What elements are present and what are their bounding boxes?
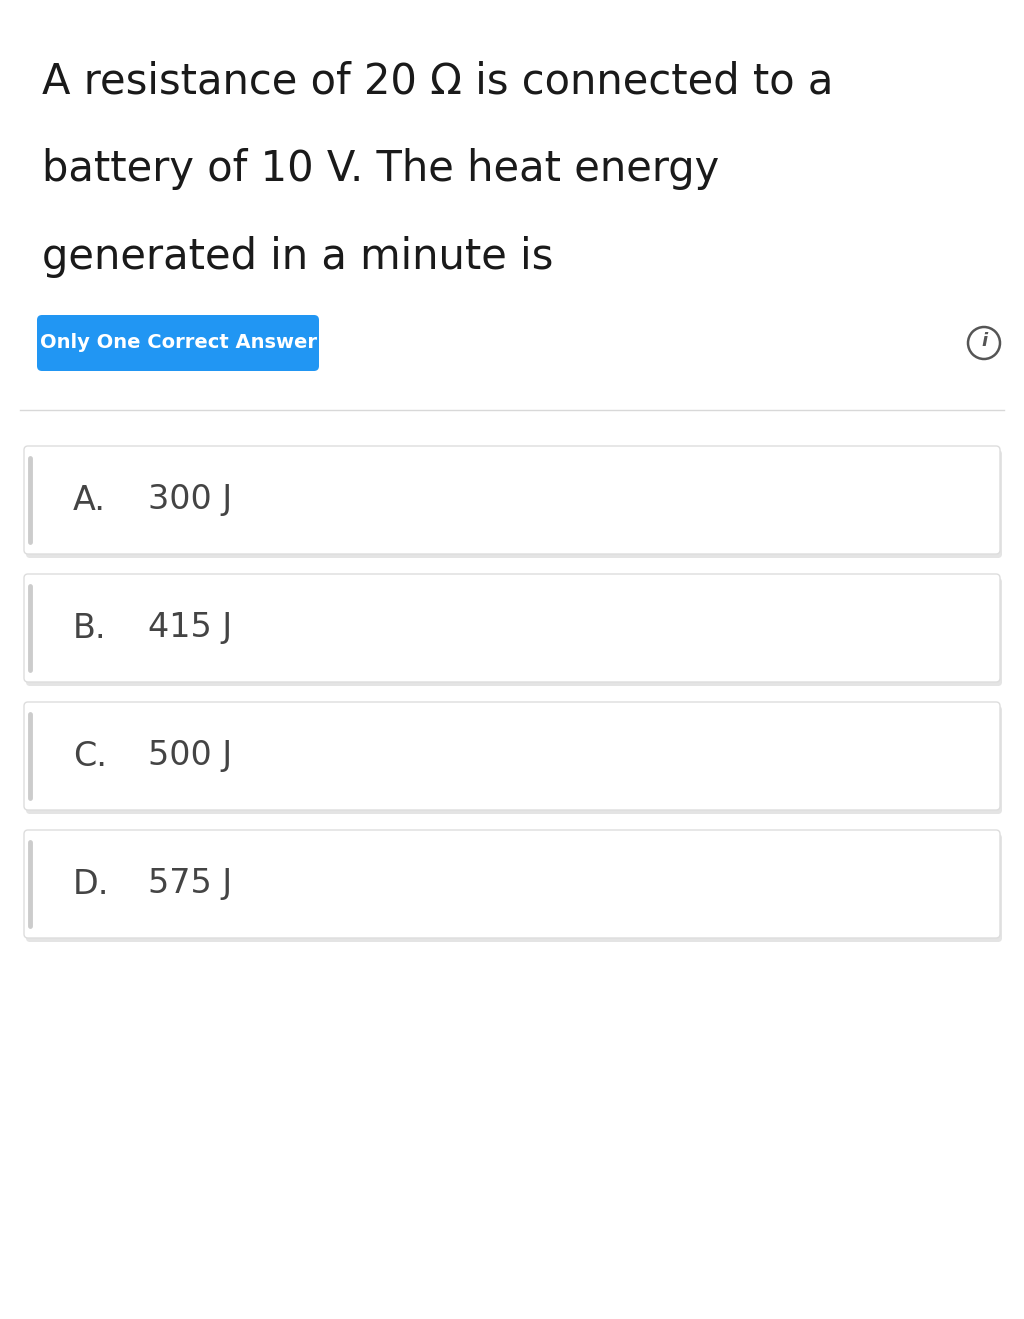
FancyBboxPatch shape xyxy=(24,574,1000,682)
Text: 300 J: 300 J xyxy=(148,484,232,517)
FancyBboxPatch shape xyxy=(37,315,319,371)
Text: battery of 10 V. The heat energy: battery of 10 V. The heat energy xyxy=(42,148,719,190)
Text: 415 J: 415 J xyxy=(148,612,232,645)
Text: 500 J: 500 J xyxy=(148,740,232,773)
Text: i: i xyxy=(981,332,987,350)
FancyBboxPatch shape xyxy=(24,446,1000,554)
Text: generated in a minute is: generated in a minute is xyxy=(42,236,553,278)
FancyBboxPatch shape xyxy=(26,834,1002,942)
FancyBboxPatch shape xyxy=(24,830,1000,938)
FancyBboxPatch shape xyxy=(26,578,1002,686)
Text: A.: A. xyxy=(73,484,106,517)
FancyBboxPatch shape xyxy=(26,706,1002,814)
Text: C.: C. xyxy=(73,740,106,773)
Text: B.: B. xyxy=(73,612,106,645)
Text: Only One Correct Answer: Only One Correct Answer xyxy=(40,334,316,352)
Text: A resistance of 20 Ω is connected to a: A resistance of 20 Ω is connected to a xyxy=(42,59,834,102)
Text: D.: D. xyxy=(73,868,110,901)
Text: 575 J: 575 J xyxy=(148,868,232,901)
FancyBboxPatch shape xyxy=(24,702,1000,810)
FancyBboxPatch shape xyxy=(26,450,1002,558)
